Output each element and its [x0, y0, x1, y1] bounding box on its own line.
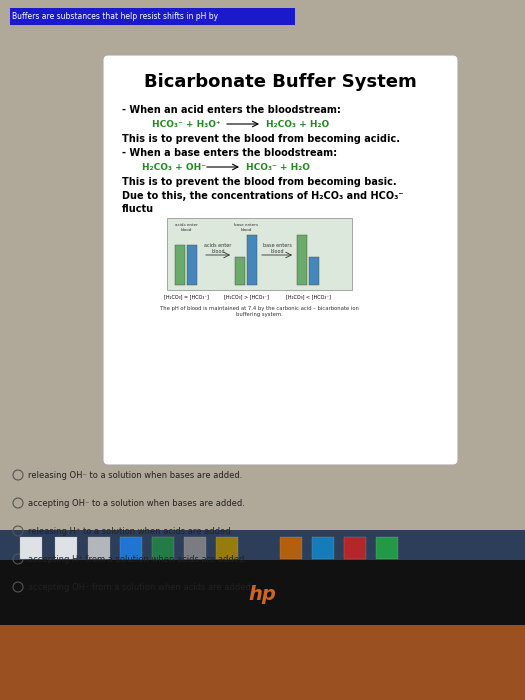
Text: accepting H⁺ from a solution when acids are added.: accepting H⁺ from a solution when acids … — [28, 554, 247, 564]
Text: - When a base enters the bloodstream:: - When a base enters the bloodstream: — [122, 148, 337, 158]
Text: [H₂CO₃] < [HCO₃⁻]: [H₂CO₃] < [HCO₃⁻] — [286, 294, 330, 299]
Bar — [0, 530, 525, 565]
Text: This is to prevent the blood from becoming acidic.: This is to prevent the blood from becomi… — [122, 134, 400, 144]
Bar — [344, 537, 366, 559]
Bar — [309, 257, 319, 285]
Text: The pH of blood is maintained at 7.4 by the carbonic acid – bicarbonate ion
buff: The pH of blood is maintained at 7.4 by … — [160, 306, 359, 317]
Text: - When an acid enters the bloodstream:: - When an acid enters the bloodstream: — [122, 105, 341, 115]
Bar — [0, 0, 525, 530]
Text: hp: hp — [248, 585, 276, 605]
Text: acids enter
blood: acids enter blood — [174, 223, 197, 232]
Text: Due to this, the concentrations of H₂CO₃ and HCO₃⁻: Due to this, the concentrations of H₂CO₃… — [122, 191, 404, 201]
Bar — [216, 537, 238, 559]
Bar — [152, 537, 174, 559]
Text: base enters
blood: base enters blood — [234, 223, 258, 232]
Bar — [0, 625, 525, 700]
Bar — [235, 257, 245, 285]
Text: acids enter
blood: acids enter blood — [204, 243, 232, 254]
Text: H₂CO₃ + H₂O: H₂CO₃ + H₂O — [266, 120, 329, 129]
Bar — [247, 235, 257, 285]
Text: [H₂CO₃] = [HCO₃⁻]: [H₂CO₃] = [HCO₃⁻] — [164, 294, 208, 299]
Bar — [376, 537, 398, 559]
Text: accepting OH⁻ from a solution when acids are added.: accepting OH⁻ from a solution when acids… — [28, 582, 254, 592]
Text: HCO₃⁻ + H₃O⁺: HCO₃⁻ + H₃O⁺ — [152, 120, 220, 129]
Bar — [175, 245, 185, 285]
Text: [H₂CO₃] > [HCO₃⁻]: [H₂CO₃] > [HCO₃⁻] — [224, 294, 268, 299]
FancyBboxPatch shape — [103, 55, 458, 465]
Bar — [187, 245, 197, 285]
Bar — [167, 218, 352, 290]
Bar — [0, 560, 525, 630]
Bar — [88, 537, 110, 559]
Text: releasing H⁺ to a solution when acids are added.: releasing H⁺ to a solution when acids ar… — [28, 526, 233, 536]
Text: base enters
blood: base enters blood — [262, 243, 291, 254]
Text: fluctu: fluctu — [122, 204, 154, 214]
Bar — [184, 537, 206, 559]
Text: HCO₃⁻ + H₂O: HCO₃⁻ + H₂O — [246, 163, 310, 172]
Text: releasing OH⁻ to a solution when bases are added.: releasing OH⁻ to a solution when bases a… — [28, 470, 243, 480]
Bar — [280, 537, 302, 559]
Bar — [120, 537, 142, 559]
Text: Buffers are substances that help resist shifts in pH by: Buffers are substances that help resist … — [12, 12, 218, 21]
Text: Bicarbonate Buffer System: Bicarbonate Buffer System — [144, 73, 417, 91]
Text: accepting OH⁻ to a solution when bases are added.: accepting OH⁻ to a solution when bases a… — [28, 498, 245, 508]
Text: H₂CO₃ + OH⁻: H₂CO₃ + OH⁻ — [142, 163, 206, 172]
Bar — [20, 537, 42, 559]
Bar — [55, 537, 77, 559]
Bar — [297, 235, 307, 285]
Bar — [312, 537, 334, 559]
Bar — [10, 8, 295, 25]
Text: This is to prevent the blood from becoming basic.: This is to prevent the blood from becomi… — [122, 177, 396, 187]
